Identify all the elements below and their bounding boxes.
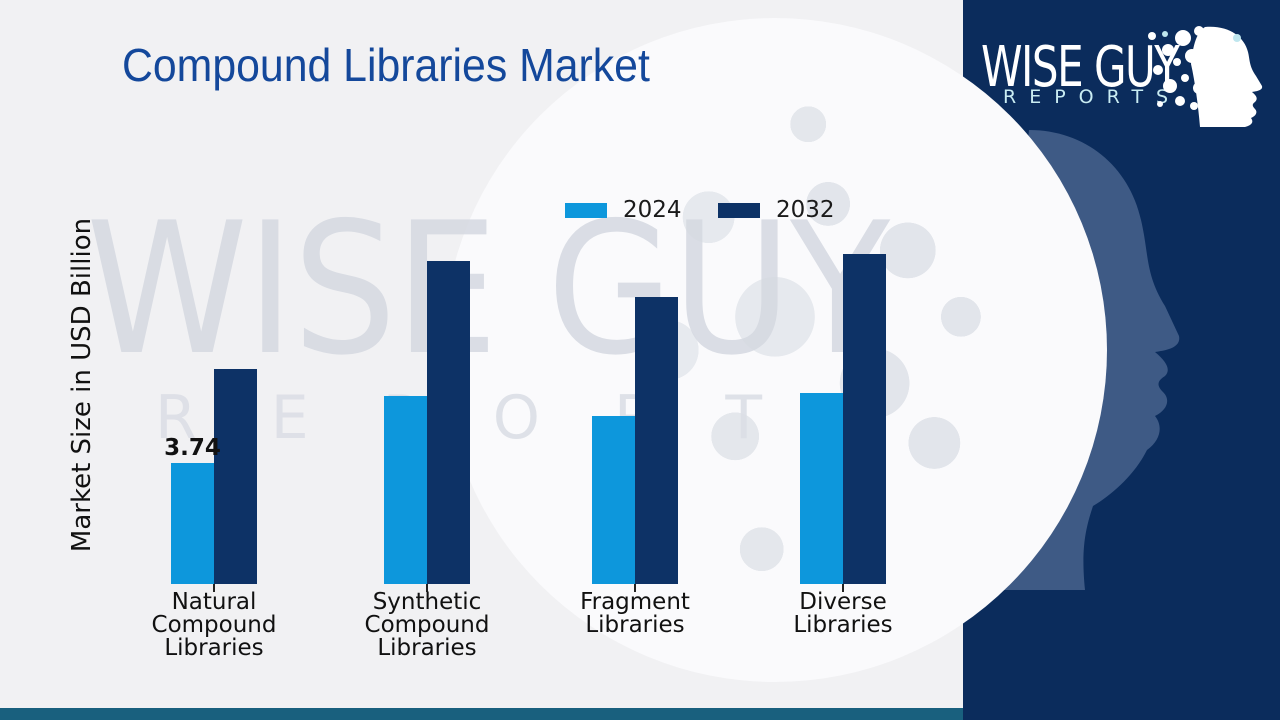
category-label-line: Libraries: [585, 612, 685, 638]
category-label-fragment-libraries: Fragment Libraries: [525, 591, 745, 637]
category-label-diverse-libraries: Diverse Libraries: [733, 591, 953, 637]
chart-title: Compound Libraries Market: [122, 39, 650, 91]
bar-2024-diverse-libraries: [800, 393, 843, 584]
category-label-natural-compound-libraries: Natural Compound Libraries: [104, 591, 324, 660]
logo-head-icon: [1148, 26, 1263, 127]
legend-label-2024: 2024: [623, 197, 682, 223]
bar-2032-diverse-libraries: [843, 254, 886, 584]
watermark-reports-text: REPORTS: [155, 383, 949, 453]
logo-reports-text: REPORTS: [1003, 86, 1182, 108]
legend-item-2032: 2032: [718, 197, 835, 223]
category-label-line: Libraries: [164, 635, 264, 661]
category-label-line: Diverse: [799, 589, 887, 615]
legend-item-2024: 2024: [565, 197, 682, 223]
category-label-synthetic-compound-libraries: Synthetic Compound Libraries: [317, 591, 537, 660]
bar-2024-fragment-libraries: [592, 416, 635, 584]
category-label-line: Libraries: [377, 635, 477, 661]
category-label-line: Compound: [151, 612, 277, 638]
legend-swatch-2032: [718, 202, 760, 218]
x-axis-tick: [213, 584, 215, 592]
logo-face-path: [1191, 26, 1263, 127]
bar-2032-fragment-libraries: [635, 297, 678, 584]
bar-2032-synthetic-compound-libraries: [427, 261, 470, 584]
y-axis-label: Market Size in USD Billion: [67, 217, 97, 553]
value-label-2024-natural-compound-libraries: 3.74: [164, 435, 221, 461]
x-axis-tick: [634, 584, 636, 592]
legend-label-2032: 2032: [776, 197, 835, 223]
legend-swatch-2024: [565, 202, 607, 218]
bar-2024-synthetic-compound-libraries: [384, 396, 427, 584]
dotted-circle-watermark: [443, 18, 1107, 682]
x-axis-tick: [426, 584, 428, 592]
logo-wiseguy-text: WISE GUY: [981, 35, 1180, 100]
category-label-line: Compound: [364, 612, 490, 638]
category-label-line: Fragment: [580, 589, 690, 615]
category-label-line: Synthetic: [372, 589, 482, 615]
bar-2024-natural-compound-libraries: [171, 463, 214, 584]
category-label-line: Libraries: [793, 612, 893, 638]
watermark-wiseguy-text: WISE GUY: [86, 183, 890, 395]
bottom-accent-strip: [0, 708, 963, 720]
bar-2032-natural-compound-libraries: [214, 369, 257, 584]
category-label-line: Natural: [171, 589, 257, 615]
x-axis-tick: [842, 584, 844, 592]
